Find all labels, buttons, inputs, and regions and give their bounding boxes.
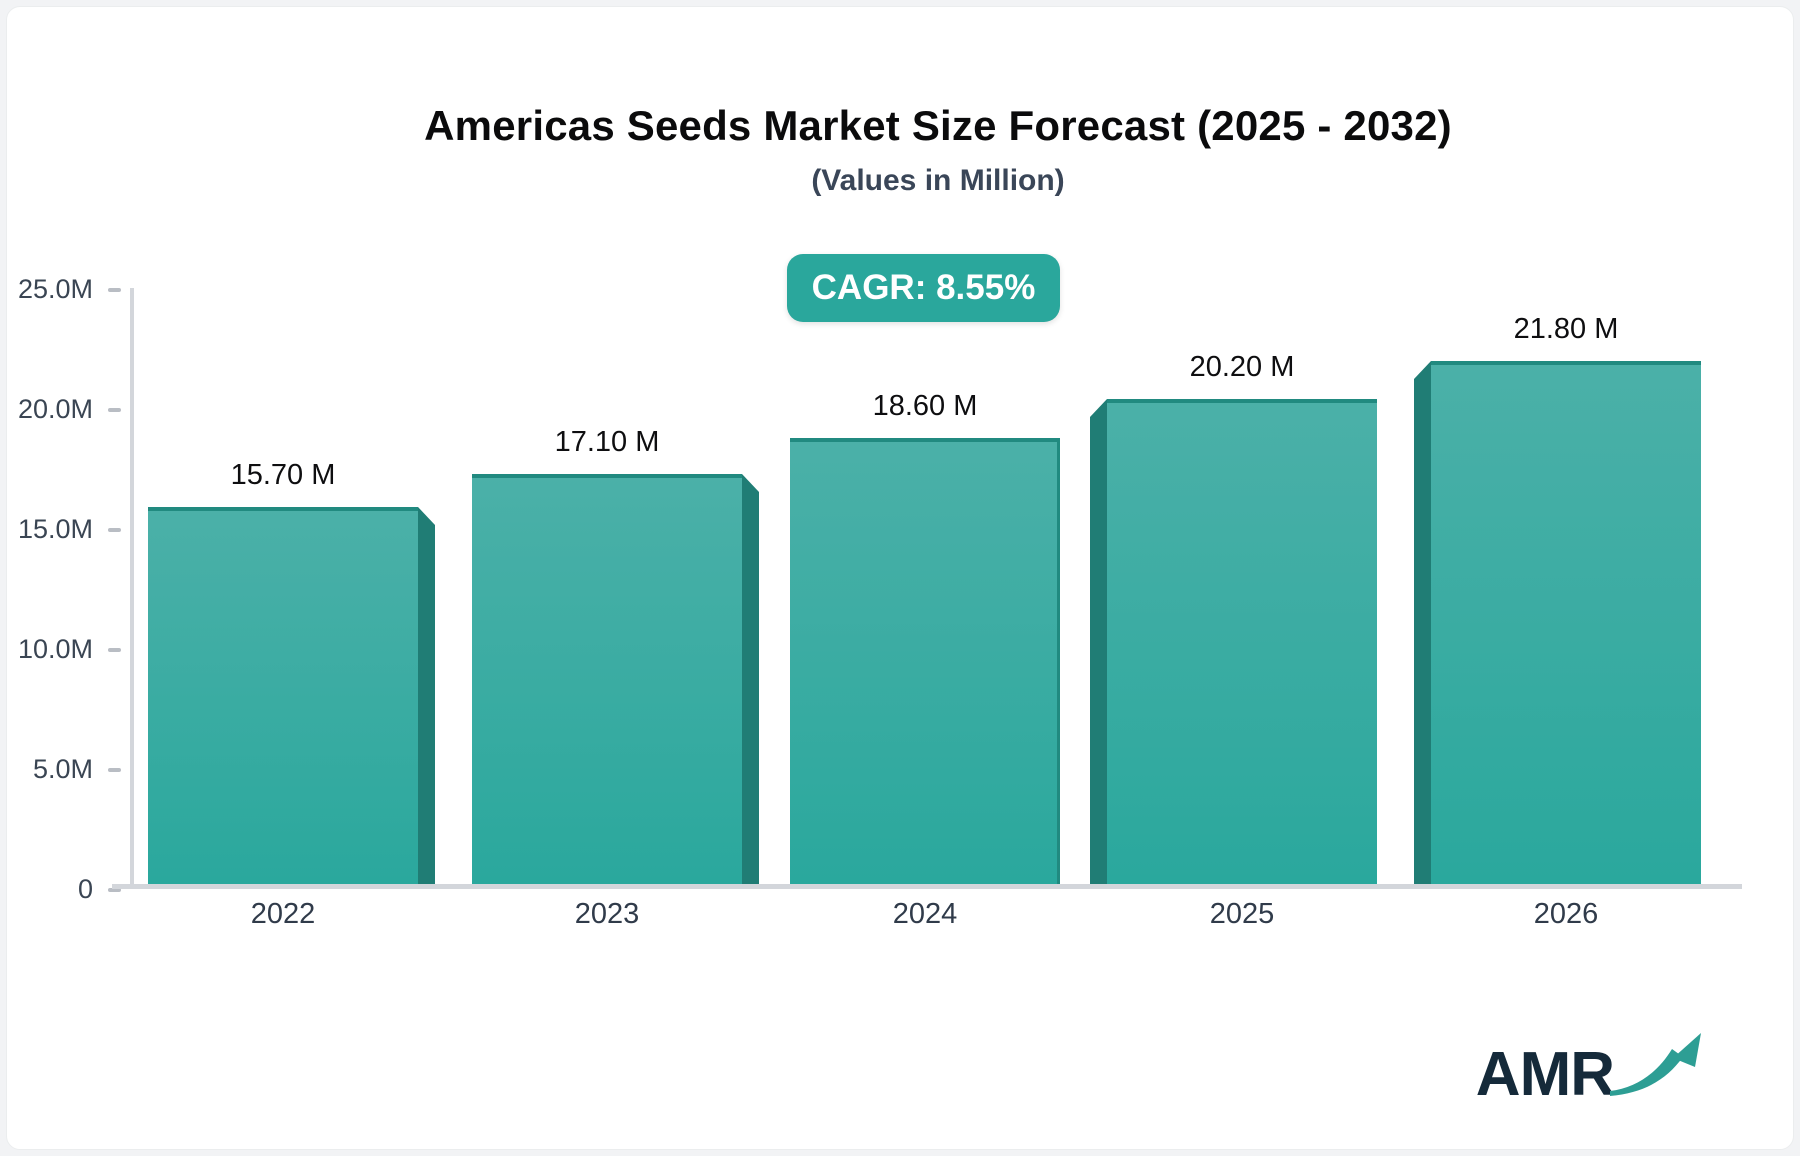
bar-value-label-2023: 17.10 M bbox=[554, 426, 660, 458]
amr-logo-text: AMR bbox=[1475, 1040, 1615, 1109]
x-tick-label-2025: 2025 bbox=[1209, 898, 1275, 930]
chart-title: Americas Seeds Market Size Forecast (202… bbox=[424, 102, 1452, 149]
x-axis-line bbox=[112, 884, 1742, 889]
y-tick-mark bbox=[108, 408, 121, 412]
y-tick-mark bbox=[108, 648, 121, 652]
y-axis-line bbox=[130, 288, 134, 884]
y-tick-label: 10.0M bbox=[17, 634, 93, 664]
bar-side-2022 bbox=[418, 507, 435, 884]
x-tick-label-2026: 2026 bbox=[1533, 898, 1599, 930]
y-tick-mark bbox=[108, 888, 121, 892]
y-tick-label: 25.0M bbox=[17, 274, 93, 304]
cagr-badge-label: CAGR: 8.55% bbox=[811, 268, 1036, 307]
y-tick-mark bbox=[108, 288, 121, 292]
bar-face-2024 bbox=[790, 438, 1060, 884]
y-tick-mark bbox=[108, 768, 121, 772]
bar-value-label-2024: 18.60 M bbox=[872, 390, 978, 422]
cagr-badge: CAGR: 8.55% bbox=[787, 254, 1060, 322]
x-tick-label-2023: 2023 bbox=[574, 898, 640, 930]
chart-subtitle: (Values in Million) bbox=[811, 164, 1065, 197]
bar-value-label-2026: 21.80 M bbox=[1513, 313, 1619, 345]
bar-value-label-2025: 20.20 M bbox=[1189, 351, 1295, 383]
bar-face-2022 bbox=[148, 507, 418, 884]
y-tick-mark bbox=[108, 528, 121, 532]
amr-logo: AMR bbox=[1476, 1030, 1702, 1106]
bar-value-label-2022: 15.70 M bbox=[230, 459, 336, 491]
y-tick-label: 0 bbox=[77, 874, 93, 904]
bar-side-2026 bbox=[1414, 361, 1431, 884]
bar-face-2026 bbox=[1431, 361, 1701, 884]
bar-face-2023 bbox=[472, 474, 742, 884]
bar-side-2023 bbox=[742, 474, 759, 884]
y-tick-label: 15.0M bbox=[17, 514, 93, 544]
amr-arrow-icon bbox=[1610, 1033, 1701, 1096]
bar-side-2025 bbox=[1090, 399, 1107, 884]
x-tick-label-2024: 2024 bbox=[892, 898, 958, 930]
y-tick-label: 5.0M bbox=[32, 754, 93, 784]
x-tick-label-2022: 2022 bbox=[250, 898, 316, 930]
y-tick-label: 20.0M bbox=[17, 394, 93, 424]
bar-face-2025 bbox=[1107, 399, 1377, 884]
